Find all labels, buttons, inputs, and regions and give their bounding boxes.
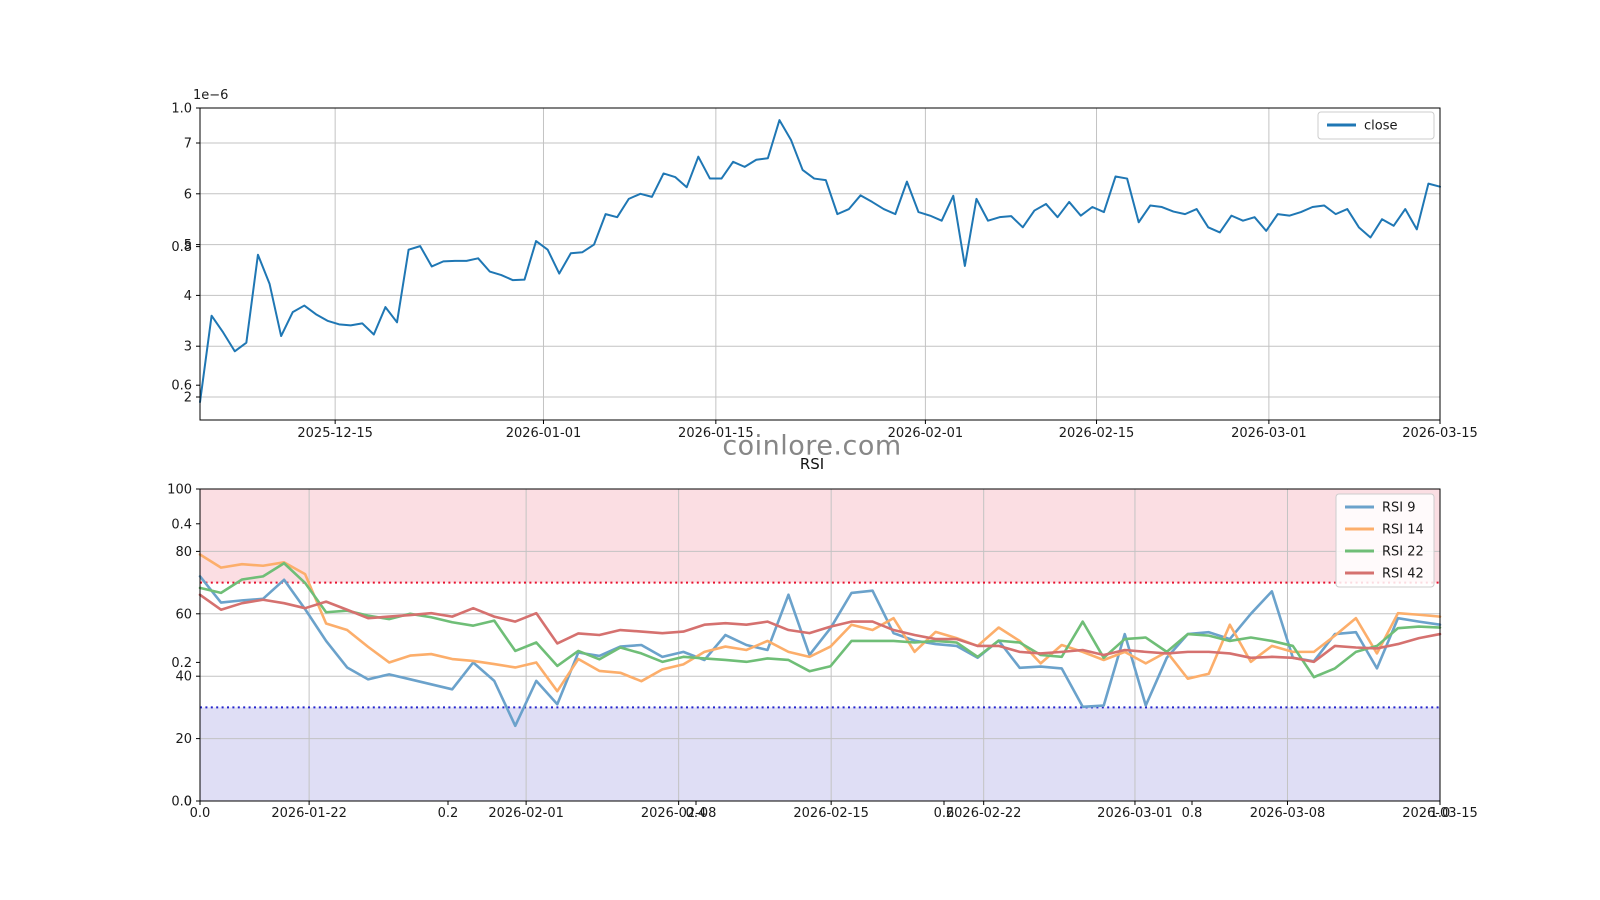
- x-tick-label: 2026-02-08: [641, 806, 717, 821]
- y-tick-label: 7: [184, 137, 192, 152]
- bg-y-tick-label: 0.2: [171, 656, 192, 671]
- legend-box: [1317, 111, 1435, 140]
- y-tick-label: 2: [184, 391, 192, 406]
- series-close-line: [199, 119, 1441, 404]
- price-chart-frame: [199, 107, 1441, 421]
- rsi-chart-frame: [199, 488, 1441, 802]
- y-tick-label: 60: [175, 607, 192, 622]
- y-tick-label: 80: [175, 545, 192, 560]
- overbought-band: [200, 489, 1440, 583]
- x-tick-label: 2026-03-15: [1402, 806, 1478, 821]
- legend-label: RSI 22: [1382, 545, 1424, 560]
- legend-label: RSI 14: [1382, 523, 1424, 538]
- x-tick-label: 2026-03-08: [1250, 806, 1326, 821]
- y-tick-label: 20: [175, 732, 192, 747]
- x-tick-label: 2026-02-01: [888, 426, 964, 441]
- bg-y-tick-label: 0.8: [171, 240, 192, 255]
- y-axis-offset-label: 1e−6: [193, 88, 229, 103]
- rsi-chart-title: RSI: [799, 455, 825, 473]
- x-tick-label: 2026-02-15: [1059, 426, 1135, 441]
- y-tick-label: 0: [184, 795, 192, 810]
- bg-x-tick-label: 0.0: [190, 806, 211, 821]
- bg-y-tick-label: 1.0: [171, 102, 192, 117]
- bg-y-tick-label: 0.6: [171, 379, 192, 394]
- legend-box: [1335, 493, 1435, 588]
- y-tick-label: 6: [184, 187, 192, 202]
- x-tick-label: 2026-01-01: [506, 426, 582, 441]
- series-rsi-42-line: [198, 593, 1442, 664]
- x-tick-label: 2026-02-22: [946, 806, 1022, 821]
- y-tick-label: 100: [167, 483, 192, 498]
- legend-label: close: [1364, 119, 1397, 134]
- oversold-band: [200, 707, 1440, 801]
- series-rsi-9-line: [198, 575, 1442, 728]
- series-rsi-14-line: [198, 553, 1442, 693]
- y-tick-label: 40: [175, 670, 192, 685]
- y-tick-label: 5: [184, 238, 192, 253]
- x-tick-label: 2026-01-15: [678, 426, 754, 441]
- legend-label: RSI 9: [1382, 501, 1416, 516]
- bg-x-tick-label: 0.6: [934, 806, 955, 821]
- bg-x-tick-label: 0.4: [686, 806, 707, 821]
- x-tick-label: 2025-12-15: [297, 426, 373, 441]
- x-tick-label: 2026-03-01: [1231, 426, 1307, 441]
- x-tick-label: 2026-01-22: [271, 806, 347, 821]
- legend-label: RSI 42: [1382, 567, 1424, 582]
- bg-x-tick-label: 0.2: [438, 806, 459, 821]
- x-tick-label: 2026-02-15: [793, 806, 869, 821]
- bg-y-tick-label: 0.0: [171, 795, 192, 810]
- y-tick-label: 4: [184, 289, 192, 304]
- x-tick-label: 2026-03-01: [1097, 806, 1173, 821]
- watermark: coinlore.com: [722, 430, 902, 462]
- bg-y-tick-label: 0.4: [171, 517, 192, 532]
- bg-x-tick-label: 1.0: [1430, 806, 1451, 821]
- x-tick-label: 2026-03-15: [1402, 426, 1478, 441]
- x-tick-label: 2026-02-01: [488, 806, 564, 821]
- bg-x-tick-label: 0.8: [1182, 806, 1203, 821]
- y-tick-label: 3: [184, 340, 192, 355]
